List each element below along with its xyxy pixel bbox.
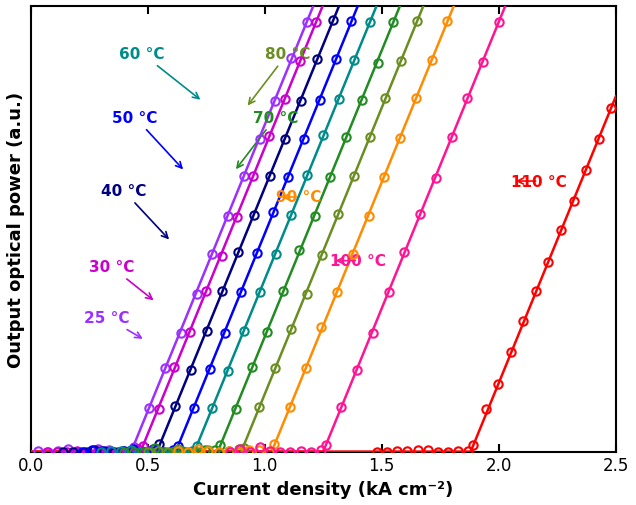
Text: 70 °C: 70 °C <box>237 111 298 169</box>
X-axis label: Current density (kA cm⁻²): Current density (kA cm⁻²) <box>193 480 453 498</box>
Text: 80 °C: 80 °C <box>249 47 310 105</box>
Y-axis label: Output optical power (a.u.): Output optical power (a.u.) <box>7 91 25 367</box>
Text: 110 °C: 110 °C <box>511 174 566 189</box>
Text: 30 °C: 30 °C <box>89 260 152 299</box>
Text: 50 °C: 50 °C <box>113 111 182 169</box>
Text: 60 °C: 60 °C <box>120 47 199 99</box>
Text: 100 °C: 100 °C <box>330 254 386 269</box>
Text: 40 °C: 40 °C <box>100 184 168 239</box>
Text: 25 °C: 25 °C <box>85 311 141 338</box>
Text: 90 °C: 90 °C <box>277 190 322 205</box>
